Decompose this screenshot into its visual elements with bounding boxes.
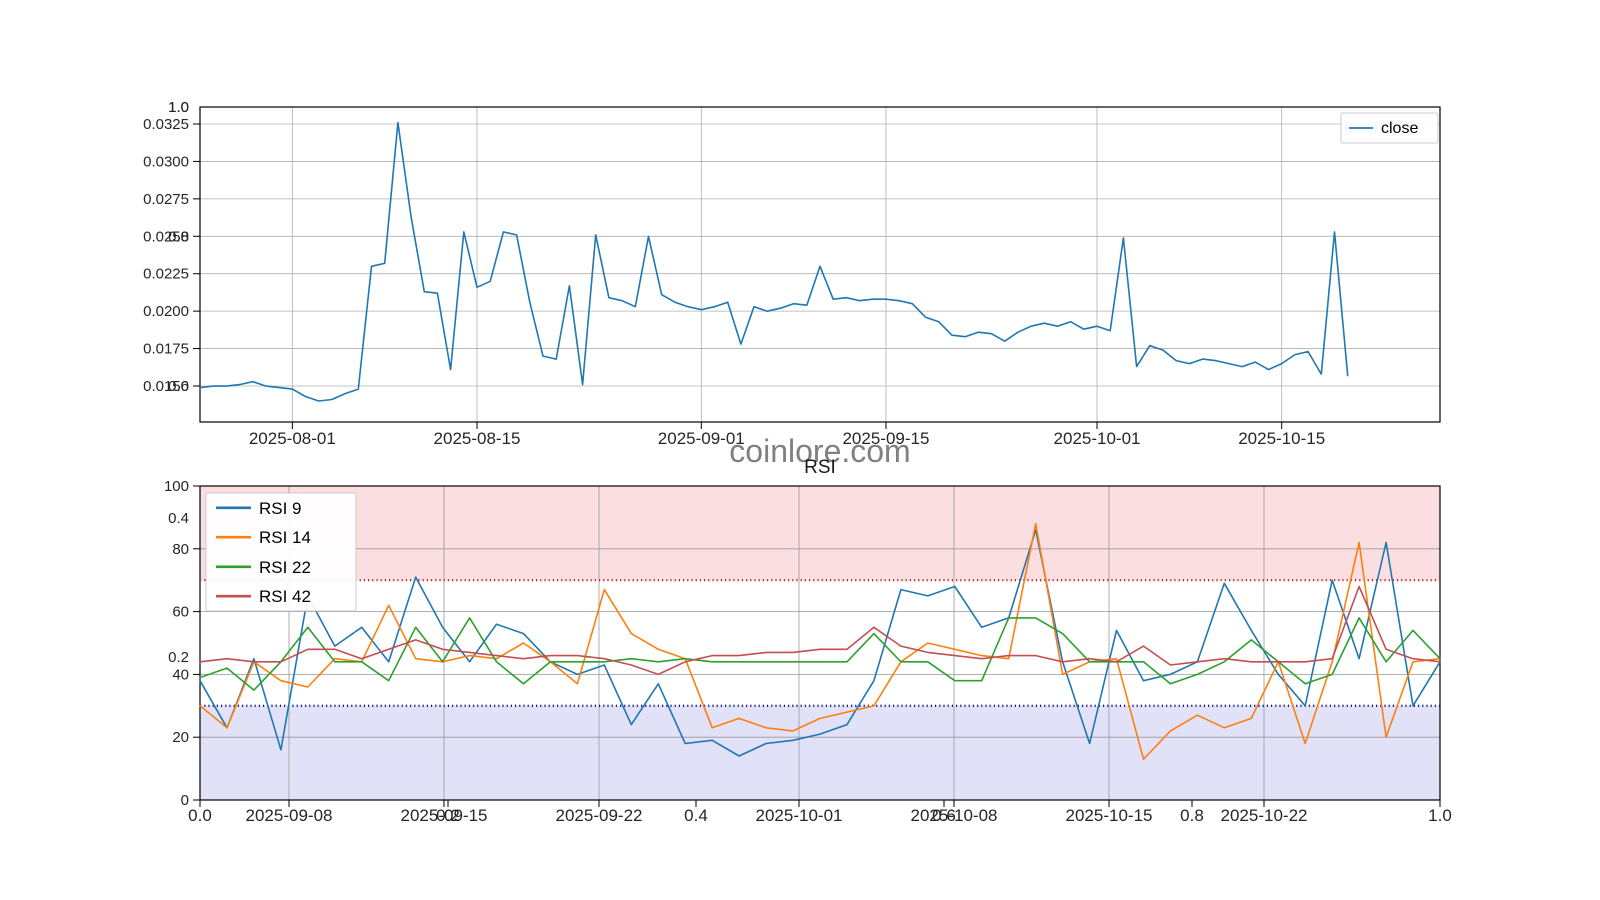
svg-text:RSI 9: RSI 9 <box>259 499 302 518</box>
svg-text:100: 100 <box>164 478 189 495</box>
svg-text:20: 20 <box>172 729 189 746</box>
svg-text:0.0175: 0.0175 <box>143 341 189 358</box>
svg-text:0.0325: 0.0325 <box>143 116 189 133</box>
svg-text:60: 60 <box>172 604 189 621</box>
svg-text:2025-10-15: 2025-10-15 <box>1238 429 1325 448</box>
svg-text:RSI: RSI <box>804 457 836 478</box>
svg-text:2025-09-22: 2025-09-22 <box>556 806 643 825</box>
svg-text:40: 40 <box>172 666 189 683</box>
svg-text:2025-09-08: 2025-09-08 <box>246 806 333 825</box>
svg-text:2025-10-08: 2025-10-08 <box>911 806 998 825</box>
svg-text:RSI 42: RSI 42 <box>259 587 311 606</box>
svg-text:0.8: 0.8 <box>168 228 189 245</box>
svg-text:2025-10-15: 2025-10-15 <box>1066 806 1153 825</box>
svg-text:1.0: 1.0 <box>1428 806 1452 825</box>
svg-text:0.6: 0.6 <box>168 378 189 395</box>
svg-text:0.4: 0.4 <box>168 510 189 527</box>
svg-text:RSI 22: RSI 22 <box>259 558 311 577</box>
svg-text:0.4: 0.4 <box>684 806 708 825</box>
svg-text:80: 80 <box>172 541 189 558</box>
svg-text:0.2: 0.2 <box>168 649 189 666</box>
svg-text:0.0225: 0.0225 <box>143 266 189 283</box>
svg-text:close: close <box>1381 120 1418 137</box>
svg-text:2025-08-15: 2025-08-15 <box>434 429 521 448</box>
svg-text:0.0275: 0.0275 <box>143 191 189 208</box>
svg-text:0.0300: 0.0300 <box>143 153 189 170</box>
svg-text:0.0: 0.0 <box>188 806 212 825</box>
svg-text:2025-10-01: 2025-10-01 <box>1054 429 1141 448</box>
svg-text:0.8: 0.8 <box>1180 806 1204 825</box>
svg-text:1.0: 1.0 <box>168 99 189 116</box>
svg-text:2025-09-15: 2025-09-15 <box>401 806 488 825</box>
svg-text:2025-10-22: 2025-10-22 <box>1221 806 1308 825</box>
svg-text:2025-08-01: 2025-08-01 <box>249 429 336 448</box>
svg-text:RSI 14: RSI 14 <box>259 528 311 547</box>
svg-text:2025-10-01: 2025-10-01 <box>756 806 843 825</box>
svg-text:0.0200: 0.0200 <box>143 303 189 320</box>
